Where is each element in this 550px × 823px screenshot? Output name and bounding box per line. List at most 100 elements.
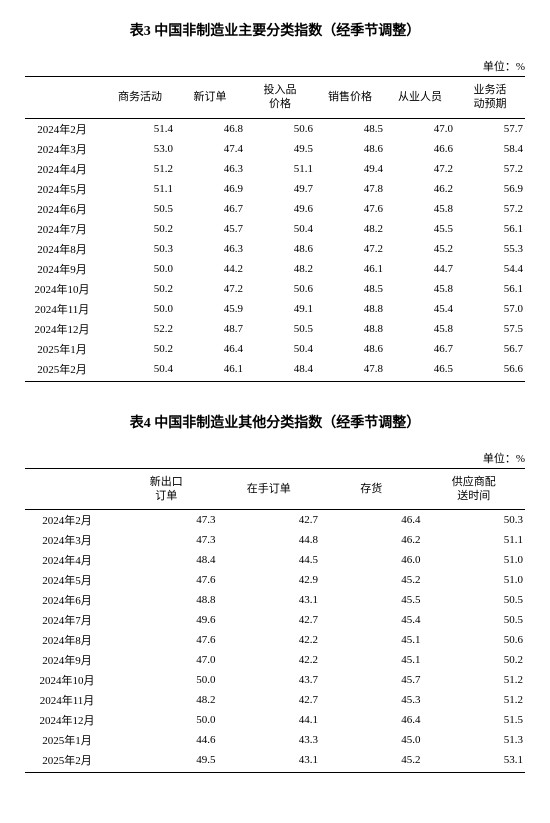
table-row: 2024年4月51.246.351.149.447.257.2: [25, 159, 525, 179]
value-cell: 46.9: [175, 179, 245, 199]
value-cell: 57.7: [455, 118, 525, 139]
value-cell: 46.7: [175, 199, 245, 219]
value-cell: 42.2: [218, 650, 321, 670]
table-row: 2025年2月49.543.145.253.1: [25, 750, 525, 773]
value-cell: 50.6: [423, 630, 526, 650]
period-cell: 2024年7月: [25, 219, 105, 239]
value-cell: 48.8: [115, 590, 218, 610]
table4-title: 表4 中国非制造业其他分类指数（经季节调整）: [25, 412, 525, 432]
value-cell: 43.1: [218, 750, 321, 773]
column-header: 商务活动: [105, 77, 175, 119]
value-cell: 56.6: [455, 359, 525, 382]
period-cell: 2024年2月: [25, 118, 105, 139]
value-cell: 43.1: [218, 590, 321, 610]
value-cell: 51.3: [423, 730, 526, 750]
value-cell: 45.5: [320, 590, 423, 610]
value-cell: 46.8: [175, 118, 245, 139]
value-cell: 46.2: [385, 179, 455, 199]
value-cell: 56.1: [455, 219, 525, 239]
value-cell: 47.2: [385, 159, 455, 179]
value-cell: 50.5: [105, 199, 175, 219]
value-cell: 57.5: [455, 319, 525, 339]
table-row: 2024年5月47.642.945.251.0: [25, 570, 525, 590]
value-cell: 46.6: [385, 139, 455, 159]
period-cell: 2025年1月: [25, 339, 105, 359]
value-cell: 50.4: [105, 359, 175, 382]
value-cell: 50.3: [105, 239, 175, 259]
value-cell: 48.6: [245, 239, 315, 259]
column-header: 投入品价格: [245, 77, 315, 119]
value-cell: 57.2: [455, 199, 525, 219]
table-row: 2024年3月53.047.449.548.646.658.4: [25, 139, 525, 159]
value-cell: 55.3: [455, 239, 525, 259]
value-cell: 50.4: [245, 339, 315, 359]
value-cell: 50.5: [423, 590, 526, 610]
value-cell: 54.4: [455, 259, 525, 279]
value-cell: 48.7: [175, 319, 245, 339]
period-cell: 2024年4月: [25, 159, 105, 179]
value-cell: 45.1: [320, 630, 423, 650]
value-cell: 45.1: [320, 650, 423, 670]
value-cell: 42.7: [218, 690, 321, 710]
period-cell: 2024年11月: [25, 299, 105, 319]
period-cell: 2024年5月: [25, 570, 115, 590]
value-cell: 50.6: [245, 279, 315, 299]
value-cell: 49.6: [115, 610, 218, 630]
value-cell: 48.2: [115, 690, 218, 710]
period-cell: 2024年8月: [25, 239, 105, 259]
period-cell: 2025年1月: [25, 730, 115, 750]
value-cell: 45.2: [320, 570, 423, 590]
value-cell: 51.0: [423, 550, 526, 570]
table-row: 2024年12月50.044.146.451.5: [25, 710, 525, 730]
value-cell: 45.2: [320, 750, 423, 773]
column-header: 新订单: [175, 77, 245, 119]
value-cell: 51.2: [423, 670, 526, 690]
value-cell: 42.7: [218, 610, 321, 630]
column-header: 供应商配送时间: [423, 468, 526, 510]
value-cell: 47.3: [115, 510, 218, 531]
value-cell: 42.9: [218, 570, 321, 590]
value-cell: 50.6: [245, 118, 315, 139]
value-cell: 46.4: [320, 710, 423, 730]
value-cell: 56.9: [455, 179, 525, 199]
value-cell: 46.1: [175, 359, 245, 382]
table-row: 2024年7月50.245.750.448.245.556.1: [25, 219, 525, 239]
table-row: 2024年7月49.642.745.450.5: [25, 610, 525, 630]
value-cell: 44.6: [115, 730, 218, 750]
table-row: 2024年9月50.044.248.246.144.754.4: [25, 259, 525, 279]
value-cell: 50.2: [105, 219, 175, 239]
value-cell: 47.2: [175, 279, 245, 299]
value-cell: 57.0: [455, 299, 525, 319]
value-cell: 48.2: [315, 219, 385, 239]
value-cell: 45.5: [385, 219, 455, 239]
value-cell: 45.8: [385, 319, 455, 339]
value-cell: 50.2: [105, 339, 175, 359]
column-header: 销售价格: [315, 77, 385, 119]
value-cell: 49.4: [315, 159, 385, 179]
value-cell: 51.2: [105, 159, 175, 179]
value-cell: 50.4: [245, 219, 315, 239]
table-row: 2024年10月50.247.250.648.545.856.1: [25, 279, 525, 299]
value-cell: 43.3: [218, 730, 321, 750]
value-cell: 50.0: [115, 670, 218, 690]
value-cell: 50.0: [105, 299, 175, 319]
value-cell: 45.0: [320, 730, 423, 750]
value-cell: 46.4: [320, 510, 423, 531]
period-cell: 2024年3月: [25, 530, 115, 550]
value-cell: 49.5: [245, 139, 315, 159]
value-cell: 57.2: [455, 159, 525, 179]
value-cell: 45.9: [175, 299, 245, 319]
value-cell: 56.7: [455, 339, 525, 359]
table-row: 2024年5月51.146.949.747.846.256.9: [25, 179, 525, 199]
value-cell: 45.2: [385, 239, 455, 259]
value-cell: 47.6: [115, 630, 218, 650]
period-cell: 2025年2月: [25, 750, 115, 773]
period-cell: 2024年12月: [25, 319, 105, 339]
period-cell: 2024年9月: [25, 650, 115, 670]
table-row: 2025年2月50.446.148.447.846.556.6: [25, 359, 525, 382]
table-row: 2024年8月50.346.348.647.245.255.3: [25, 239, 525, 259]
value-cell: 50.5: [245, 319, 315, 339]
table3-unit: 单位：%: [25, 58, 525, 74]
value-cell: 51.5: [423, 710, 526, 730]
value-cell: 51.0: [423, 570, 526, 590]
